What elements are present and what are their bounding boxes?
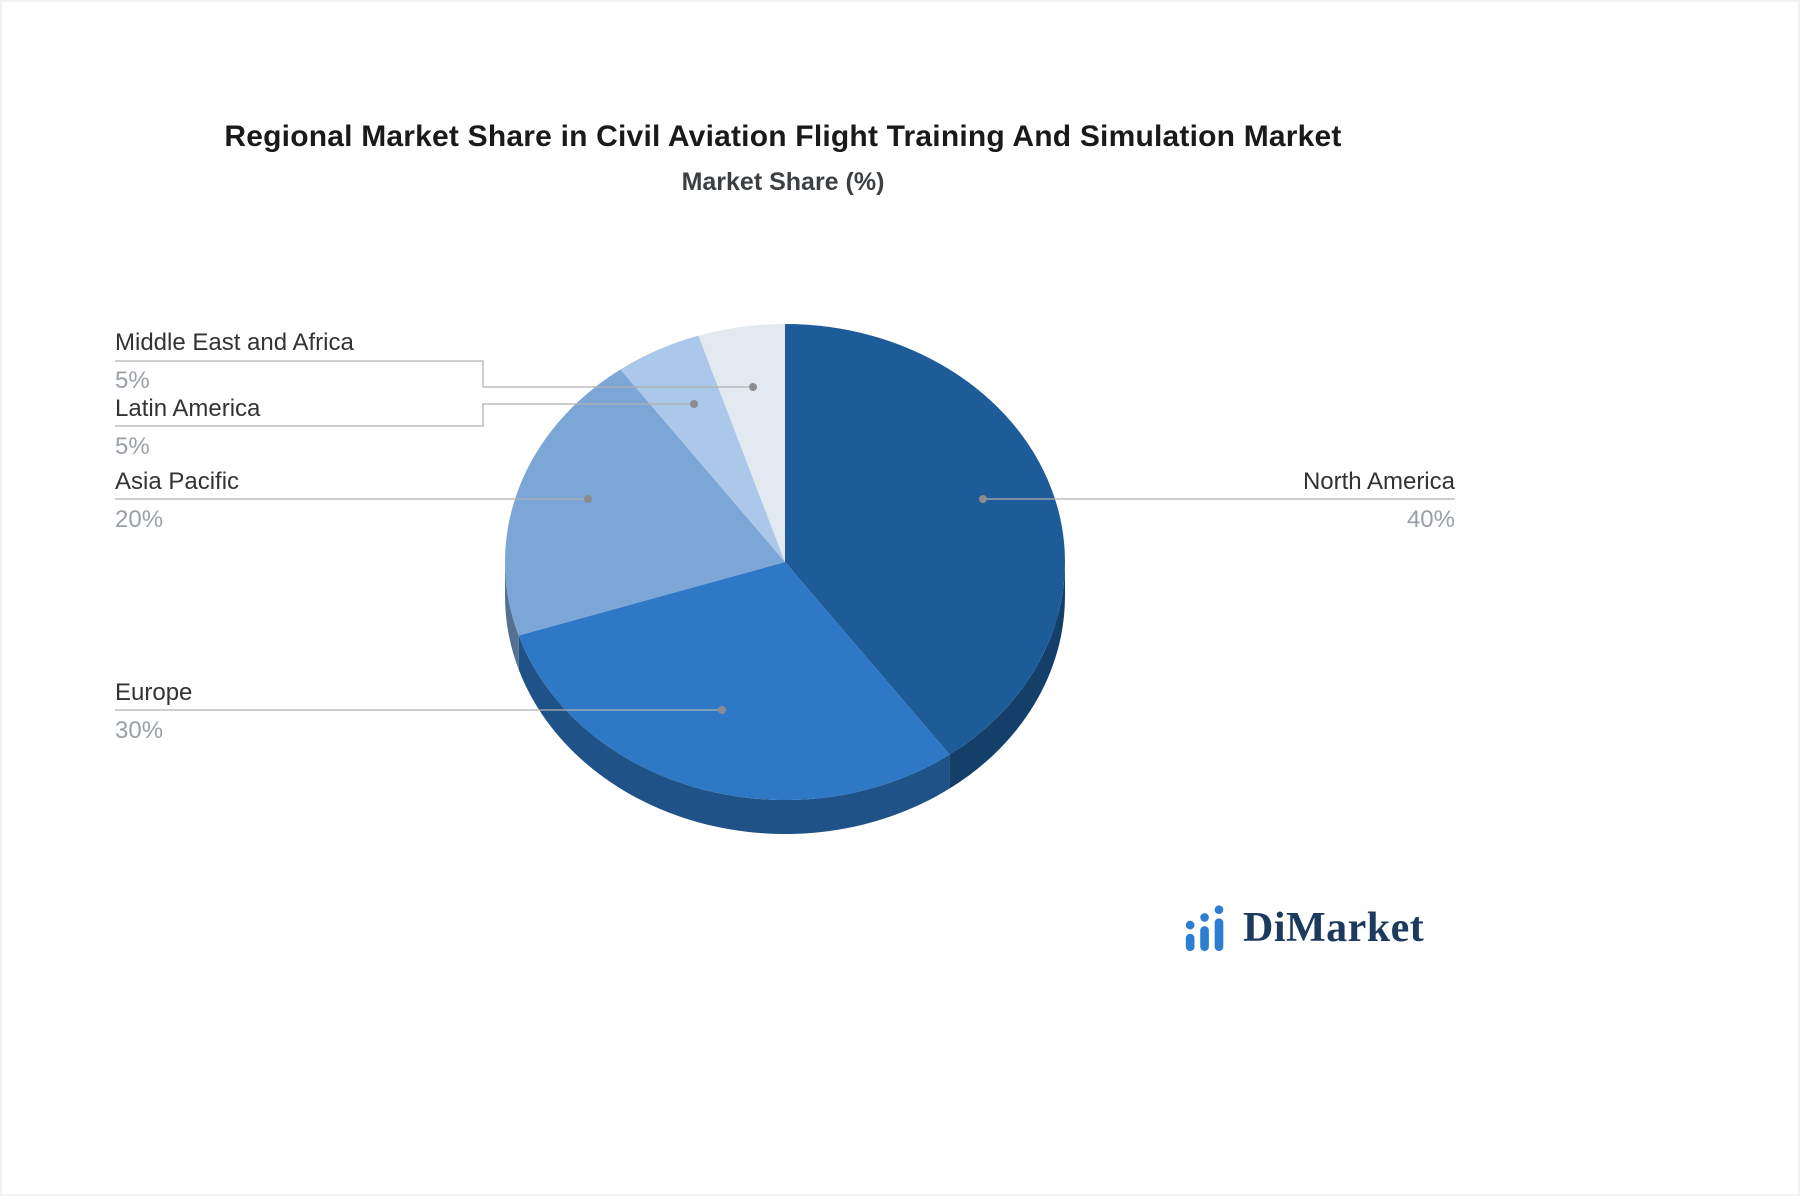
pie-slice-depth-asia-pacific <box>505 562 519 670</box>
leader-dot-europe <box>718 706 726 714</box>
brand-name: DiMarket <box>1243 905 1425 951</box>
segment-label: North America <box>1302 468 1455 495</box>
bar-chart-logo-icon <box>1185 905 1224 952</box>
segment-percent: 5% <box>115 367 150 394</box>
leader-line-middle-east-and-africa <box>115 360 753 388</box>
segment-percent: 40% <box>1406 506 1455 533</box>
pie-slice-north-america <box>785 324 1065 755</box>
segment-percent: 20% <box>115 506 164 533</box>
segment-percent: 30% <box>115 717 164 744</box>
pie-slice-latin-america <box>620 335 785 562</box>
segment-percent: 5% <box>115 433 150 460</box>
segment-label: Latin America <box>115 395 261 422</box>
callout-latin-america: Latin America 5% <box>115 397 260 459</box>
chart-subtitle: Market Share (%) <box>681 168 885 196</box>
pie-slice-asia-pacific <box>505 369 785 636</box>
pie-slice-europe <box>518 562 950 800</box>
segment-label: Asia Pacific <box>115 468 240 495</box>
leader-dot-middle-east-and-africa <box>749 383 757 391</box>
leader-dot-latin-america <box>690 400 698 408</box>
leader-dot-asia-pacific <box>584 495 592 503</box>
callout-asia-pacific: Asia Pacific 20% <box>115 470 239 532</box>
leader-line-latin-america <box>115 403 694 427</box>
chart-header: Regional Market Share in Civil Aviation … <box>0 0 1566 196</box>
leader-dot-north-america <box>979 495 987 503</box>
pie-slice-depth-north-america <box>949 562 1065 789</box>
chart-title: Regional Market Share in Civil Aviation … <box>224 120 1342 153</box>
pie-slice-depth-europe <box>518 635 950 834</box>
segment-label: Europe <box>115 679 193 706</box>
segment-label: Middle East and Africa <box>115 329 354 356</box>
brand-logo: DiMarket <box>1183 903 1424 953</box>
callout-north-america: North America 40% <box>1303 470 1455 532</box>
pie-slice-middle-east-and-africa <box>698 324 785 562</box>
callout-middle-east-and-africa: Middle East and Africa 5% <box>115 331 354 393</box>
callout-europe: Europe 30% <box>115 681 192 743</box>
